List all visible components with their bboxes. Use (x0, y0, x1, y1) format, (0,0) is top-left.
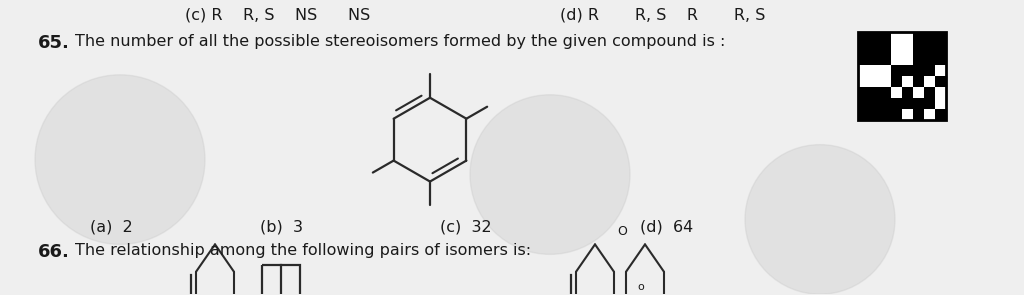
Bar (869, 87, 880, 98)
Bar (913, 43, 924, 54)
Bar (858, 32, 946, 120)
Bar (858, 43, 869, 54)
Bar (891, 76, 902, 87)
Text: The number of all the possible stereoisomers formed by the given compound is :: The number of all the possible stereoiso… (75, 34, 725, 49)
Bar (858, 87, 869, 98)
Bar (858, 98, 869, 109)
Bar (935, 109, 946, 120)
Bar (913, 98, 924, 109)
Text: (a)  2: (a) 2 (90, 219, 133, 235)
Bar (913, 109, 924, 120)
Circle shape (470, 95, 630, 254)
Text: (d) R       R, S    R       R, S: (d) R R, S R R, S (560, 8, 765, 23)
Bar (858, 109, 869, 120)
Bar (924, 32, 935, 43)
Bar (858, 32, 869, 43)
Bar (869, 109, 880, 120)
Bar (858, 54, 869, 65)
Bar (924, 43, 935, 54)
Bar (924, 87, 935, 98)
Bar (891, 98, 902, 109)
Bar (924, 65, 935, 76)
Bar (913, 65, 924, 76)
Bar (913, 32, 924, 43)
Bar (935, 76, 946, 87)
Bar (869, 54, 880, 65)
Bar (935, 43, 946, 54)
Bar (935, 32, 946, 43)
Bar (880, 87, 891, 98)
Bar (902, 98, 913, 109)
Bar (902, 65, 913, 76)
Bar (924, 54, 935, 65)
Bar (869, 32, 880, 43)
Bar (935, 54, 946, 65)
Bar (869, 98, 880, 109)
Text: (c) R    R, S    NS      NS: (c) R R, S NS NS (185, 8, 371, 23)
Text: (d)  64: (d) 64 (640, 219, 693, 235)
Text: 65.: 65. (38, 34, 70, 52)
Bar (924, 98, 935, 109)
Bar (880, 98, 891, 109)
Bar (880, 109, 891, 120)
Circle shape (35, 75, 205, 244)
Text: The relationship among the following pairs of isomers is:: The relationship among the following pai… (75, 243, 531, 258)
Text: (c)  32: (c) 32 (440, 219, 492, 235)
Bar (891, 109, 902, 120)
Text: (b)  3: (b) 3 (260, 219, 303, 235)
Bar (902, 87, 913, 98)
Text: o: o (637, 282, 644, 292)
Bar (880, 43, 891, 54)
Bar (913, 54, 924, 65)
Bar (880, 32, 891, 43)
Bar (891, 65, 902, 76)
Bar (913, 76, 924, 87)
Bar (262, 265, 300, 295)
Bar (880, 54, 891, 65)
Text: O: O (617, 225, 627, 238)
Circle shape (745, 145, 895, 294)
Bar (869, 43, 880, 54)
Text: 66.: 66. (38, 243, 70, 261)
